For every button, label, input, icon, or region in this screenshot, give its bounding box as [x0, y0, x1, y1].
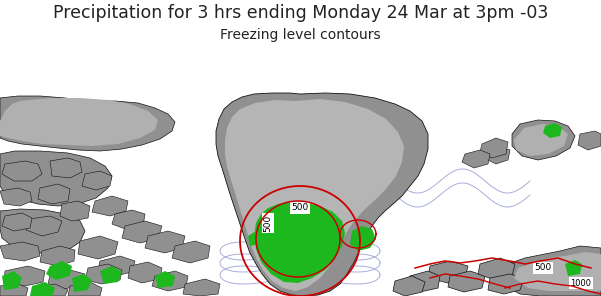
- Polygon shape: [543, 123, 562, 138]
- Polygon shape: [248, 231, 262, 246]
- Polygon shape: [512, 120, 575, 160]
- Polygon shape: [225, 99, 404, 291]
- Polygon shape: [145, 231, 185, 253]
- Polygon shape: [38, 184, 70, 204]
- Text: 500: 500: [534, 263, 552, 273]
- Polygon shape: [538, 261, 572, 282]
- Polygon shape: [408, 271, 440, 292]
- Polygon shape: [68, 282, 102, 296]
- Polygon shape: [350, 226, 376, 251]
- Polygon shape: [0, 242, 40, 261]
- Polygon shape: [85, 264, 122, 284]
- Text: 1000: 1000: [570, 279, 591, 287]
- Polygon shape: [484, 146, 510, 164]
- Polygon shape: [152, 271, 188, 291]
- Polygon shape: [30, 282, 55, 296]
- Polygon shape: [60, 201, 90, 221]
- Polygon shape: [480, 138, 508, 158]
- Polygon shape: [26, 216, 62, 236]
- Polygon shape: [183, 279, 220, 296]
- Polygon shape: [0, 188, 32, 206]
- Polygon shape: [428, 261, 468, 283]
- Polygon shape: [92, 196, 128, 216]
- Polygon shape: [448, 271, 485, 292]
- Polygon shape: [462, 150, 490, 168]
- Text: 500: 500: [291, 204, 309, 213]
- Polygon shape: [2, 271, 22, 290]
- Polygon shape: [500, 246, 601, 296]
- Polygon shape: [46, 261, 72, 280]
- Polygon shape: [128, 262, 162, 283]
- Text: Precipitation for 3 hrs ending Monday 24 Mar at 3pm -03: Precipitation for 3 hrs ending Monday 24…: [53, 4, 548, 22]
- Polygon shape: [100, 266, 122, 284]
- Polygon shape: [0, 283, 28, 296]
- Polygon shape: [565, 260, 582, 276]
- Polygon shape: [254, 202, 345, 283]
- Polygon shape: [216, 93, 428, 296]
- Polygon shape: [393, 276, 425, 296]
- Polygon shape: [478, 258, 515, 280]
- Polygon shape: [48, 270, 85, 289]
- Polygon shape: [514, 252, 601, 291]
- Polygon shape: [0, 96, 175, 151]
- Polygon shape: [2, 161, 42, 181]
- Polygon shape: [33, 284, 68, 296]
- Polygon shape: [514, 124, 568, 156]
- Polygon shape: [2, 213, 32, 231]
- Text: Freezing level contours: Freezing level contours: [220, 28, 381, 41]
- Polygon shape: [4, 266, 45, 286]
- Polygon shape: [0, 209, 85, 254]
- Polygon shape: [122, 221, 162, 243]
- Polygon shape: [172, 241, 210, 263]
- Polygon shape: [0, 98, 158, 146]
- Polygon shape: [40, 246, 75, 266]
- Polygon shape: [98, 256, 135, 276]
- Text: 500: 500: [263, 214, 272, 232]
- Polygon shape: [78, 236, 118, 259]
- Polygon shape: [50, 158, 82, 178]
- Polygon shape: [278, 262, 295, 278]
- Polygon shape: [488, 274, 524, 294]
- Polygon shape: [155, 271, 175, 288]
- Polygon shape: [112, 210, 145, 230]
- Polygon shape: [72, 274, 92, 292]
- Polygon shape: [578, 131, 601, 150]
- Polygon shape: [82, 171, 112, 190]
- Polygon shape: [0, 151, 112, 206]
